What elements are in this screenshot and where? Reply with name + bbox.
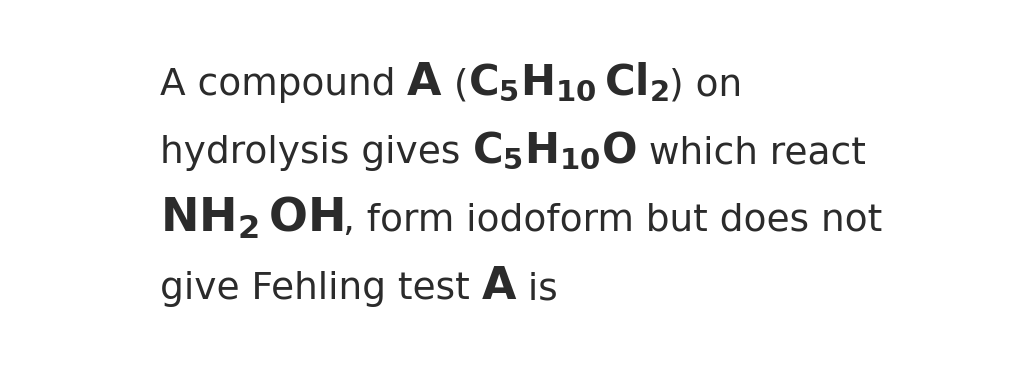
- Text: give Fehling test: give Fehling test: [160, 271, 481, 307]
- Text: $\mathbf{C_5H_{10}O}$: $\mathbf{C_5H_{10}O}$: [472, 130, 637, 172]
- Text: is: is: [516, 271, 558, 307]
- Text: hydrolysis gives: hydrolysis gives: [160, 135, 472, 171]
- Text: (: (: [441, 67, 468, 103]
- Text: $\mathbf{NH_2\,OH}$: $\mathbf{NH_2\,OH}$: [160, 195, 343, 241]
- Text: which react: which react: [637, 135, 865, 171]
- Text: A: A: [481, 265, 516, 308]
- Text: A compound: A compound: [160, 67, 408, 103]
- Text: A: A: [408, 61, 441, 104]
- Text: $\mathbf{C_5H_{10}\,Cl_2}$: $\mathbf{C_5H_{10}\,Cl_2}$: [468, 61, 669, 104]
- Text: ) on: ) on: [669, 67, 742, 103]
- Text: , form iodoform but does not: , form iodoform but does not: [343, 203, 883, 239]
